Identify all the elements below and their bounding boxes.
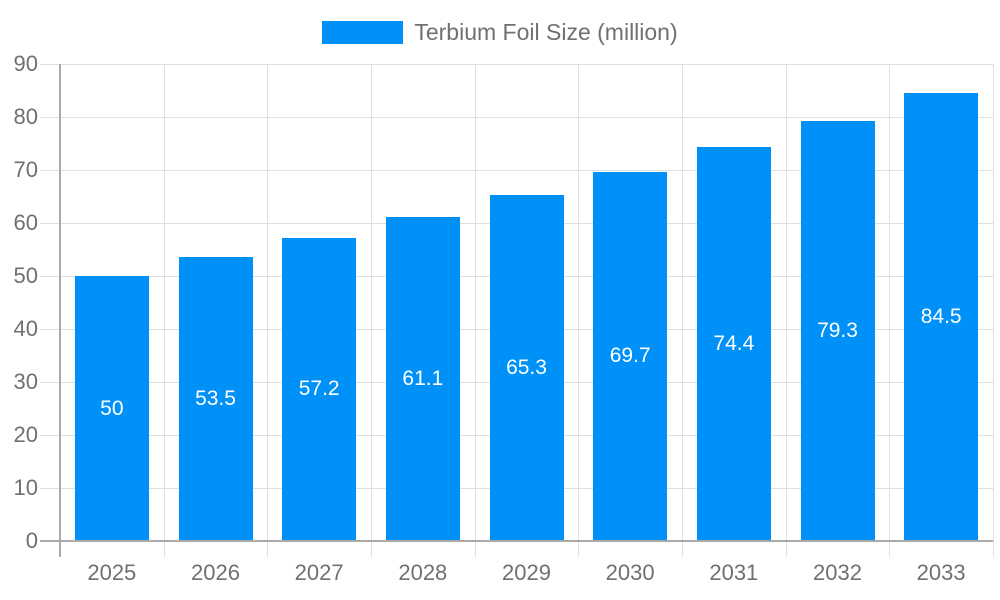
y-gridline xyxy=(60,117,993,118)
category-separator xyxy=(785,64,787,557)
category-separator xyxy=(267,64,269,557)
bar-value-label: 74.4 xyxy=(713,331,755,355)
y-axis-label: 30 xyxy=(13,369,38,394)
bar-value-label: 61.1 xyxy=(402,367,444,391)
y-gridline xyxy=(60,170,993,171)
x-axis-label: 2025 xyxy=(87,560,137,585)
category-separator xyxy=(993,64,994,557)
x-axis-label: 2033 xyxy=(916,560,966,585)
x-axis-label: 2031 xyxy=(709,560,759,585)
bar-value-label: 65.3 xyxy=(506,355,547,379)
x-axis-label: 2032 xyxy=(813,560,862,585)
category-separator xyxy=(163,64,165,557)
x-axis-label: 2027 xyxy=(294,560,344,585)
bar-value-label: 69.7 xyxy=(609,344,651,368)
y-tick xyxy=(40,329,60,330)
y-tick xyxy=(40,170,60,171)
y-axis-label: 50 xyxy=(13,263,38,288)
y-axis-label: 90 xyxy=(13,51,38,76)
category-separator xyxy=(889,64,891,557)
legend-swatch xyxy=(322,20,404,44)
y-axis-line xyxy=(59,64,61,557)
bar[interactable] xyxy=(282,237,357,541)
bar[interactable] xyxy=(489,194,564,541)
y-axis-label: 70 xyxy=(13,157,38,182)
bar-value-label: 53.5 xyxy=(195,387,236,411)
legend-label: Terbium Foil Size (million) xyxy=(414,19,678,45)
y-tick xyxy=(40,435,60,436)
y-gridline xyxy=(60,64,993,65)
bar-value-label: 57.2 xyxy=(298,377,340,401)
x-axis-label: 2028 xyxy=(398,560,448,585)
x-axis-label: 2026 xyxy=(191,560,240,585)
y-axis-label: 40 xyxy=(13,316,38,341)
bar[interactable] xyxy=(74,276,149,541)
y-tick xyxy=(40,223,60,224)
bar-value-label: 50 xyxy=(100,396,124,420)
bar[interactable] xyxy=(385,217,460,541)
x-axis-label: 2029 xyxy=(502,560,551,585)
y-tick xyxy=(40,382,60,383)
category-separator xyxy=(578,64,580,557)
y-tick xyxy=(40,117,60,118)
y-axis-label: 80 xyxy=(13,104,38,129)
bar[interactable] xyxy=(696,146,771,541)
y-tick xyxy=(40,276,60,277)
category-separator xyxy=(682,64,683,557)
y-axis-label: 0 xyxy=(25,528,38,553)
bar[interactable] xyxy=(178,257,253,541)
x-axis-line xyxy=(40,540,993,542)
y-tick xyxy=(40,488,60,489)
bar[interactable] xyxy=(800,120,875,541)
category-separator xyxy=(474,64,476,557)
bar[interactable] xyxy=(593,171,668,541)
y-axis-label: 20 xyxy=(13,422,38,447)
y-tick xyxy=(40,64,60,65)
x-axis-label: 2030 xyxy=(605,560,655,585)
legend[interactable]: Terbium Foil Size (million) xyxy=(0,18,1000,46)
y-axis-label: 60 xyxy=(13,210,38,235)
category-separator xyxy=(371,64,372,557)
bar-value-label: 79.3 xyxy=(817,318,858,342)
bar[interactable] xyxy=(904,93,979,541)
bar-value-label: 84.5 xyxy=(920,305,962,329)
y-axis-label: 10 xyxy=(13,475,38,500)
